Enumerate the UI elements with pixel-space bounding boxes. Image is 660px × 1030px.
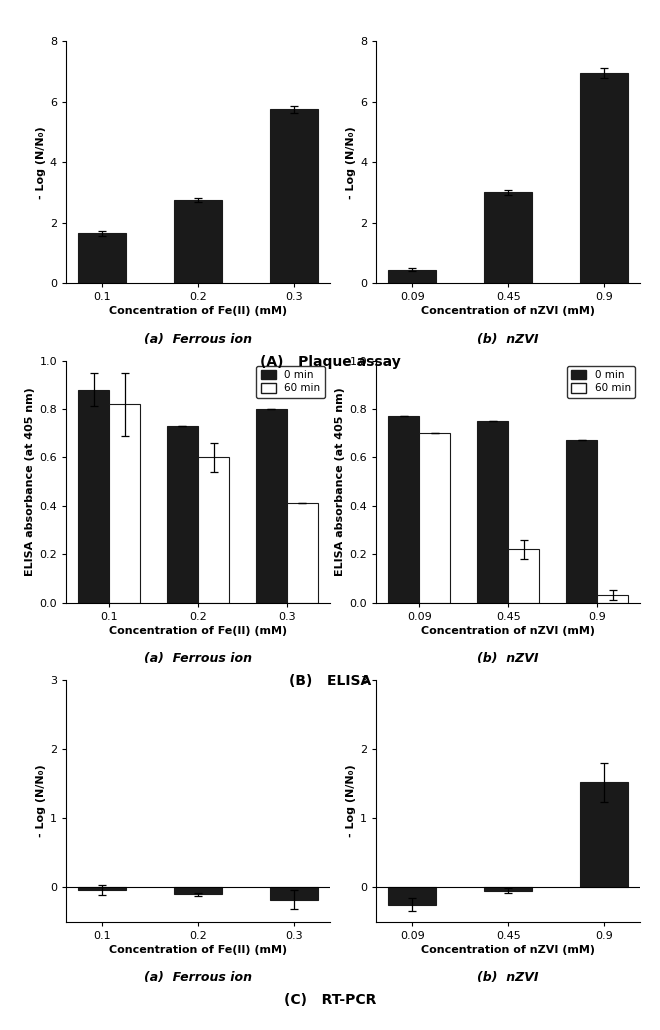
Bar bbox=[508, 549, 539, 603]
Text: (a)  Ferrous ion: (a) Ferrous ion bbox=[144, 652, 252, 665]
Text: (a)  Ferrous ion: (a) Ferrous ion bbox=[144, 333, 252, 346]
Bar bbox=[167, 425, 198, 603]
Bar bbox=[388, 416, 419, 603]
Bar bbox=[78, 389, 109, 603]
X-axis label: Concentration of Fe(II) (mM): Concentration of Fe(II) (mM) bbox=[109, 626, 287, 636]
Bar bbox=[597, 595, 628, 603]
Text: (C)   RT-PCR: (C) RT-PCR bbox=[284, 993, 376, 1007]
Text: (A)   Plaque assay: (A) Plaque assay bbox=[259, 354, 401, 369]
Y-axis label: - Log (N/N₀): - Log (N/N₀) bbox=[346, 126, 356, 199]
X-axis label: Concentration of nZVI (mM): Concentration of nZVI (mM) bbox=[421, 946, 595, 955]
Y-axis label: ELISA absorbance (at 405 nm): ELISA absorbance (at 405 nm) bbox=[335, 387, 345, 576]
Y-axis label: - Log (N/N₀): - Log (N/N₀) bbox=[36, 126, 46, 199]
Bar bbox=[580, 782, 628, 887]
Bar bbox=[419, 434, 450, 603]
Y-axis label: - Log (N/N₀): - Log (N/N₀) bbox=[346, 764, 356, 837]
Bar bbox=[78, 887, 126, 890]
Bar bbox=[198, 457, 229, 603]
Bar bbox=[109, 404, 140, 603]
Bar bbox=[270, 109, 318, 283]
Bar bbox=[174, 887, 222, 894]
Text: (b)  nZVI: (b) nZVI bbox=[477, 333, 539, 346]
Bar bbox=[78, 234, 126, 283]
X-axis label: Concentration of nZVI (mM): Concentration of nZVI (mM) bbox=[421, 307, 595, 316]
Bar bbox=[174, 200, 222, 283]
Y-axis label: - Log (N/N₀): - Log (N/N₀) bbox=[36, 764, 46, 837]
Bar bbox=[388, 887, 436, 904]
X-axis label: Concentration of Fe(II) (mM): Concentration of Fe(II) (mM) bbox=[109, 946, 287, 955]
Legend: 0 min, 60 min: 0 min, 60 min bbox=[566, 366, 635, 398]
X-axis label: Concentration of nZVI (mM): Concentration of nZVI (mM) bbox=[421, 626, 595, 636]
Bar bbox=[484, 887, 532, 891]
Bar bbox=[256, 409, 287, 603]
Bar bbox=[580, 73, 628, 283]
Bar bbox=[287, 504, 318, 603]
Legend: 0 min, 60 min: 0 min, 60 min bbox=[256, 366, 325, 398]
Bar bbox=[388, 270, 436, 283]
X-axis label: Concentration of Fe(II) (mM): Concentration of Fe(II) (mM) bbox=[109, 307, 287, 316]
Text: (b)  nZVI: (b) nZVI bbox=[477, 971, 539, 985]
Text: (a)  Ferrous ion: (a) Ferrous ion bbox=[144, 971, 252, 985]
Bar bbox=[477, 421, 508, 603]
Y-axis label: ELISA absorbance (at 405 nm): ELISA absorbance (at 405 nm) bbox=[25, 387, 35, 576]
Bar bbox=[270, 887, 318, 900]
Text: (B)   ELISA: (B) ELISA bbox=[289, 674, 371, 688]
Bar bbox=[566, 441, 597, 603]
Text: (b)  nZVI: (b) nZVI bbox=[477, 652, 539, 665]
Bar bbox=[484, 193, 532, 283]
